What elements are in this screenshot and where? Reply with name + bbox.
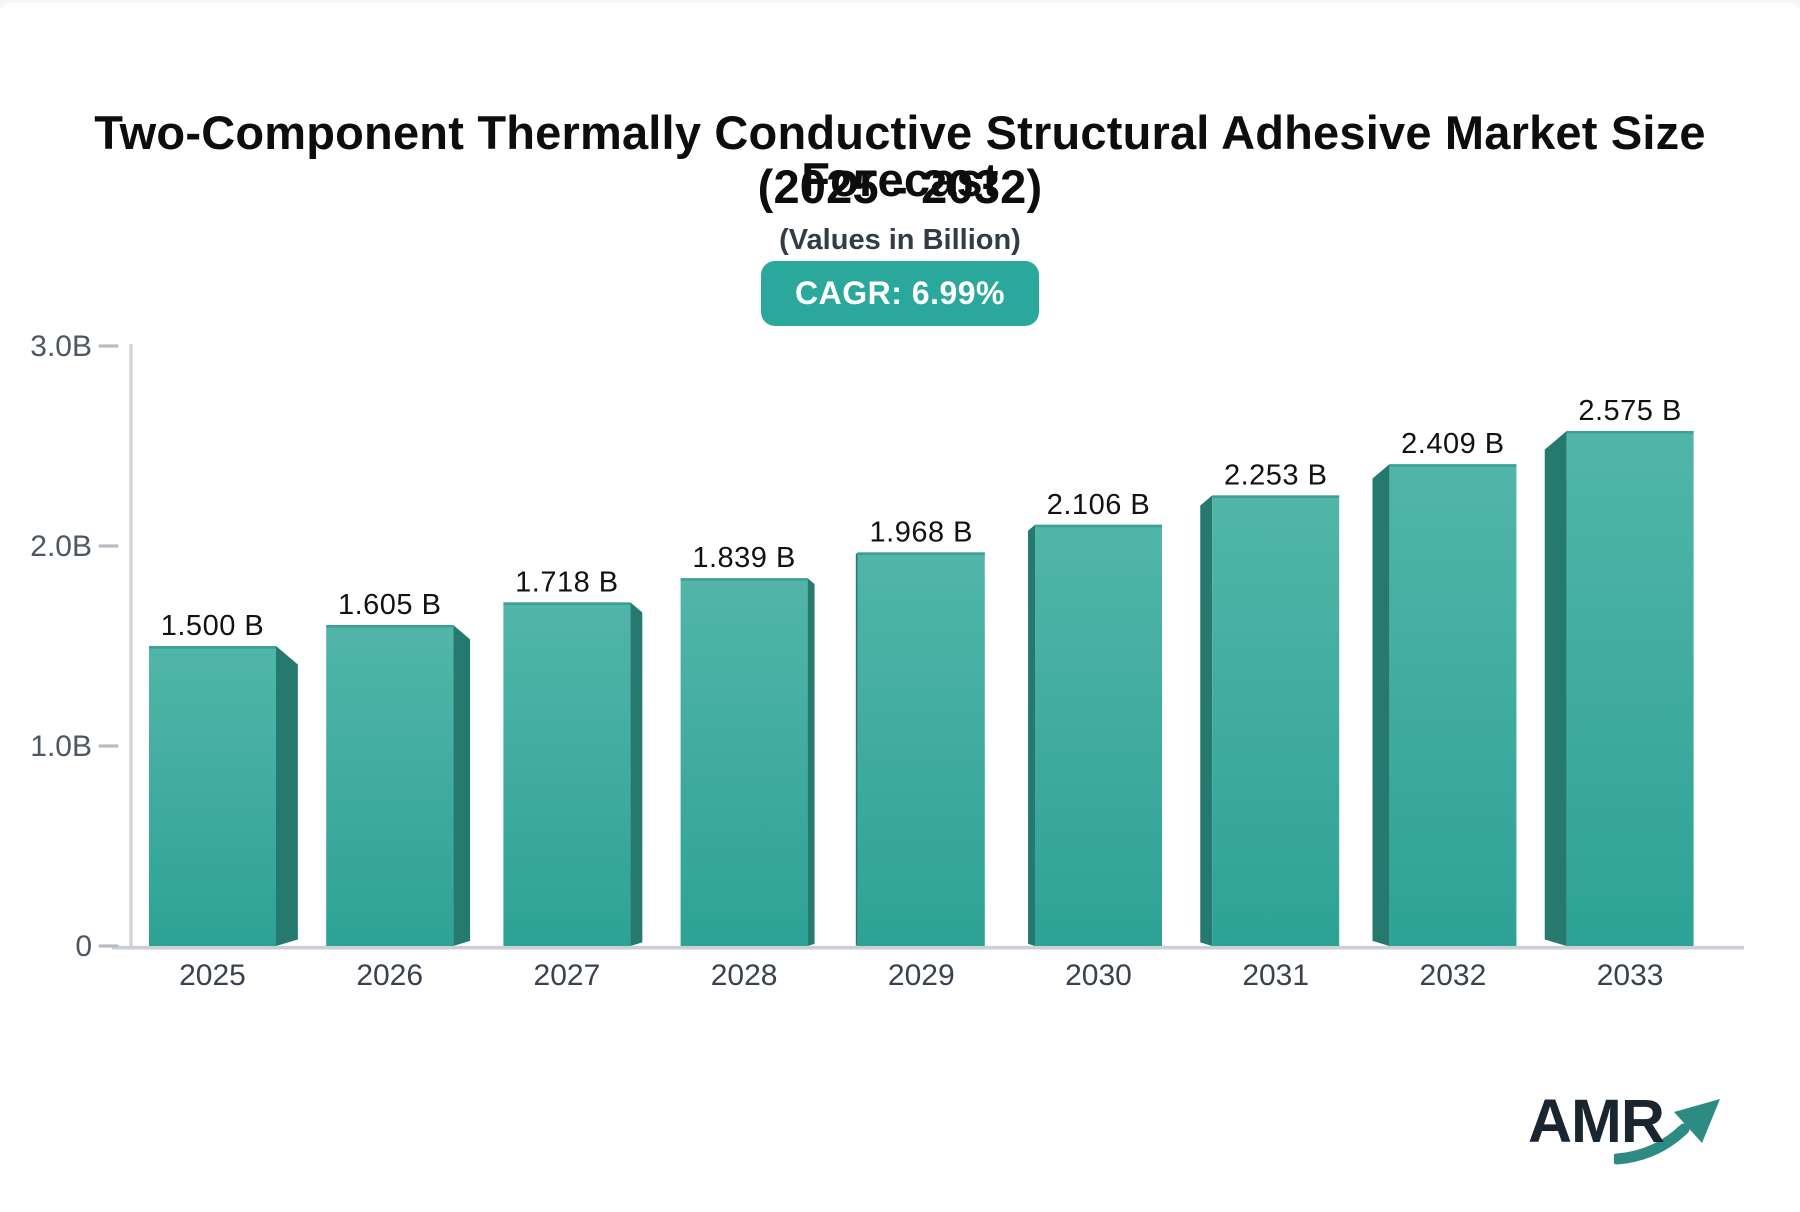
bar-value-label: 1.968 B (870, 516, 973, 548)
bar-value-label: 2.253 B (1224, 459, 1327, 491)
bar-2026: 1.605 B 2026 (326, 589, 471, 992)
bar-side-face (630, 602, 643, 946)
cagr-badge-wrap: CAGR: 6.99% (0, 261, 1800, 326)
y-tick-label-3.0B: 3.0B (30, 330, 92, 363)
bar-front-face (503, 602, 631, 946)
bar-2027: 1.718 B 2027 (503, 566, 643, 992)
bar-2028: 1.839 B 2028 (680, 542, 815, 992)
x-axis-label-2032: 2032 (1420, 959, 1487, 992)
chart-title-line1: Two-Component Thermally Conductive Struc… (94, 106, 1706, 206)
bar-front-face (326, 625, 454, 946)
bar-value-label: 2.409 B (1401, 428, 1504, 460)
bar-front-face (1566, 431, 1694, 946)
y-tick-label-0: 0 (75, 930, 92, 963)
bar-chart-plot: 0 1.0B 2.0B 3.0B 1.500 B 2025 1.605 B 2026 1.718… (30, 330, 1744, 992)
bar-side-face (453, 625, 471, 946)
bar-value-label: 1.605 B (338, 589, 441, 621)
bar-value-label: 1.839 B (692, 542, 795, 574)
bar-value-label: 2.575 B (1578, 395, 1681, 427)
bar-front-face (857, 552, 985, 946)
logo-text: AMR (1528, 1087, 1665, 1155)
amr-logo: AMR (1528, 1087, 1720, 1171)
bar-side-face (1028, 524, 1035, 946)
chart-subtitle: (Values in Billion) (779, 224, 1021, 256)
x-axis-label-2029: 2029 (888, 959, 955, 992)
logo-arrow-icon (1614, 1099, 1720, 1165)
bar-front-face (680, 578, 808, 946)
bar-value-label: 1.500 B (161, 610, 264, 642)
chart-card: Two-Component Thermally Conductive Struc… (0, 3, 1800, 1212)
bar-2030: 2.106 B 2030 (1028, 489, 1162, 992)
bar-2025: 1.500 B 2025 (149, 610, 298, 992)
bar-side-face (1544, 431, 1567, 946)
y-tick-label-1.0B: 1.0B (30, 730, 92, 763)
x-axis-label-2025: 2025 (179, 959, 246, 992)
x-axis-label-2031: 2031 (1242, 959, 1309, 992)
x-axis-label-2028: 2028 (711, 959, 778, 992)
bar-front-face (149, 646, 276, 946)
bar-front-face (1035, 524, 1162, 946)
bar-side-face (1200, 495, 1213, 946)
bar-2029: 1.968 B 2029 (855, 516, 985, 992)
chart-title-line2: (2025 - 2032) (757, 160, 1043, 213)
y-tick-label-2.0B: 2.0B (30, 530, 92, 563)
bar-side-face (276, 646, 298, 946)
bar-value-label: 2.106 B (1047, 489, 1150, 521)
bar-2032: 2.409 B 2032 (1372, 428, 1517, 992)
x-axis-label-2027: 2027 (534, 959, 601, 992)
bar-2033: 2.575 B 2033 (1544, 395, 1694, 992)
bar-side-face (1372, 464, 1390, 946)
cagr-badge: CAGR: 6.99% (761, 261, 1039, 326)
bar-front-face (1212, 495, 1340, 946)
bar-value-label: 1.718 B (515, 566, 618, 598)
bar-2031: 2.253 B 2031 (1200, 459, 1340, 992)
bar-side-face (807, 578, 815, 946)
bar-front-face (1389, 464, 1517, 946)
bar-side-face (855, 552, 858, 946)
x-axis-label-2030: 2030 (1065, 959, 1132, 992)
x-axis-label-2026: 2026 (356, 959, 423, 992)
x-axis-label-2033: 2033 (1597, 959, 1664, 992)
